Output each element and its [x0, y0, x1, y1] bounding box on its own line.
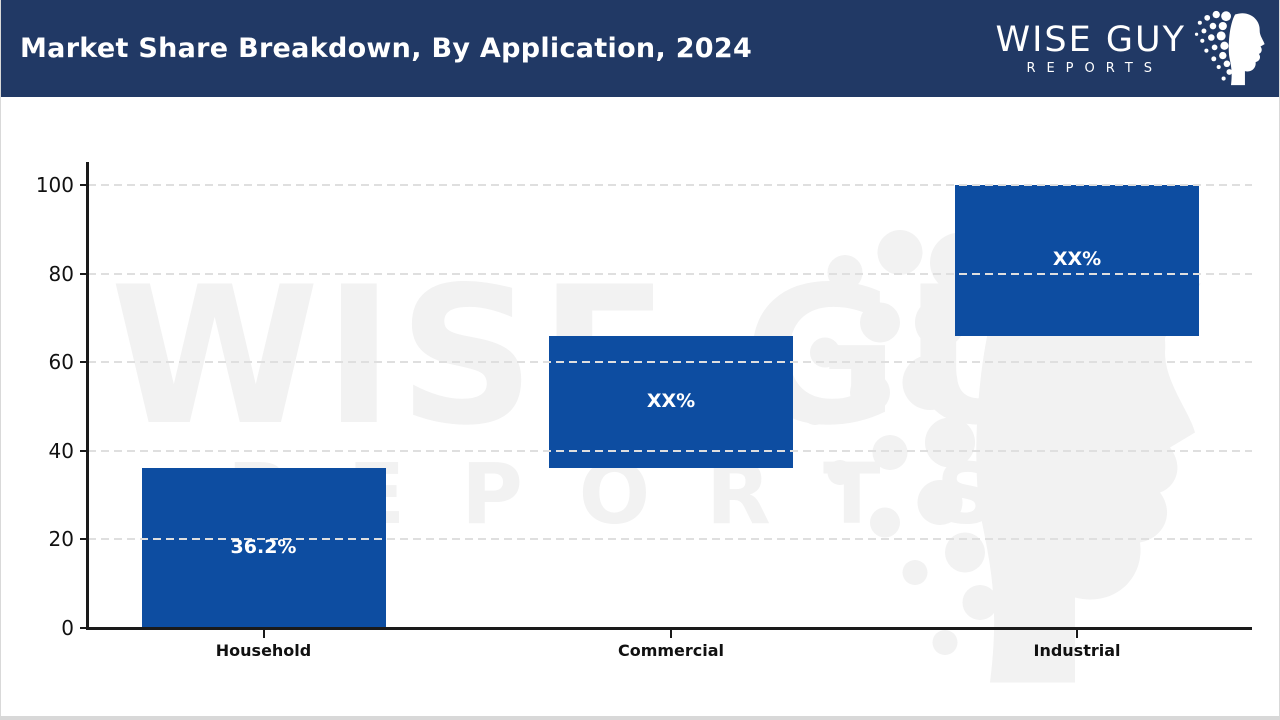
x-tick-label-industrial: Industrial — [1033, 641, 1121, 660]
frame-edge-bottom — [0, 716, 1280, 720]
frame-edge-left — [0, 0, 1, 720]
y-tick-80 — [80, 272, 88, 275]
gridline-100 — [88, 184, 1252, 186]
y-tick-20 — [80, 538, 88, 541]
gridline-60 — [88, 361, 1252, 364]
y-tick-label-20: 20 — [48, 527, 74, 552]
y-tick-0 — [80, 627, 88, 629]
y-tick-label-60: 60 — [48, 350, 74, 375]
bar-household — [141, 467, 386, 628]
bar-commercial — [549, 335, 793, 468]
y-tick-label-80: 80 — [48, 261, 74, 286]
x-tick-label-commercial: Commercial — [617, 641, 725, 660]
bar-value-label-industrial: XX% — [1052, 248, 1102, 271]
bar-value-label-commercial: XX% — [646, 389, 696, 412]
y-tick-40 — [80, 449, 88, 452]
x-tick-commercial — [670, 630, 672, 638]
brand-logo-text: WISE GUY REPORTS — [995, 19, 1186, 77]
watermark-face-icon — [770, 230, 1195, 683]
y-tick-label-0: 0 — [61, 616, 74, 640]
brand-logo: WISE GUY REPORTS — [995, 4, 1272, 94]
logo-face-icon — [1194, 10, 1265, 86]
y-tick-60 — [80, 361, 88, 364]
y-tick-label-40: 40 — [48, 438, 74, 463]
y-tick-label-100: 100 — [35, 173, 74, 197]
gridline-20 — [88, 538, 1252, 541]
x-tick-label-household: Household — [215, 641, 312, 660]
x-axis-line — [86, 627, 1252, 630]
chart-title: Market Share Breakdown, By Application, … — [20, 33, 753, 64]
y-axis-line — [86, 162, 89, 630]
header: Market Share Breakdown, By Application, … — [0, 0, 1280, 97]
logo-subtext: REPORTS — [1026, 61, 1164, 77]
bar-industrial — [955, 185, 1199, 336]
y-tick-100 — [80, 184, 88, 186]
logo-wordmark: WISE GUY — [995, 19, 1186, 60]
bar-value-label-household: 36.2% — [230, 535, 297, 558]
gridline-40 — [88, 449, 1252, 452]
gridline-80 — [88, 272, 1252, 275]
x-tick-household — [262, 630, 265, 638]
x-tick-industrial — [1076, 630, 1078, 638]
